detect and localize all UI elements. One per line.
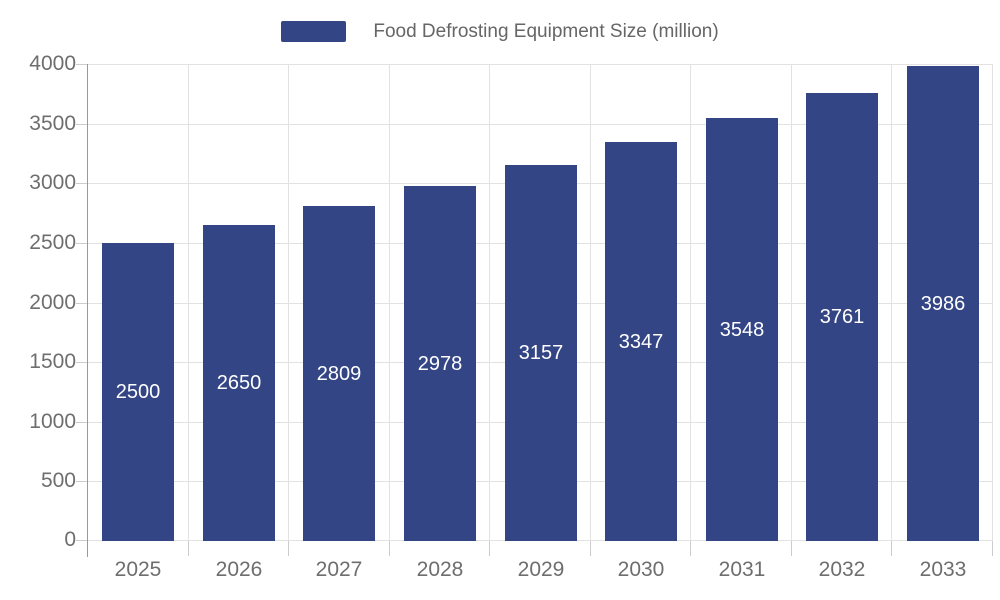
plot-area: 2500 2650 2809 2978 3157 3347 3548 3761 3986 bbox=[88, 64, 993, 541]
v-gridline bbox=[288, 64, 289, 541]
bar-2026: 2650 bbox=[203, 225, 275, 541]
bar-value-label: 3986 bbox=[920, 292, 966, 315]
bar-value-label: 2978 bbox=[417, 352, 463, 375]
x-axis-label: 2025 bbox=[114, 558, 162, 581]
x-axis-label: 2033 bbox=[919, 558, 967, 581]
bar-2027: 2809 bbox=[303, 206, 375, 541]
bar-value-label: 2809 bbox=[316, 362, 362, 385]
bar-value-label: 3347 bbox=[618, 330, 664, 353]
x-tick-mark bbox=[992, 541, 993, 556]
y-tick-mark bbox=[76, 303, 88, 304]
x-tick-mark bbox=[288, 541, 289, 556]
v-gridline bbox=[690, 64, 691, 541]
y-tick-label: 3000 bbox=[29, 171, 76, 194]
y-tick-label: 4000 bbox=[29, 52, 76, 75]
y-tick-mark bbox=[76, 183, 88, 184]
v-gridline bbox=[891, 64, 892, 541]
v-gridline bbox=[389, 64, 390, 541]
bar-2033: 3986 bbox=[907, 66, 979, 541]
legend: Food Defrosting Equipment Size (million) bbox=[0, 18, 1000, 44]
bar-2031: 3548 bbox=[706, 118, 778, 541]
bar-2030: 3347 bbox=[605, 142, 677, 541]
v-gridline bbox=[791, 64, 792, 541]
v-gridline bbox=[188, 64, 189, 541]
bar-2032: 3761 bbox=[806, 93, 878, 541]
v-gridline bbox=[992, 64, 993, 541]
y-tick-label: 500 bbox=[40, 469, 76, 492]
bar-2029: 3157 bbox=[505, 165, 577, 541]
x-axis-label: 2032 bbox=[818, 558, 866, 581]
x-axis-label: 2028 bbox=[416, 558, 464, 581]
y-tick-label: 3500 bbox=[29, 112, 76, 135]
x-tick-mark bbox=[791, 541, 792, 556]
bar-2028: 2978 bbox=[404, 186, 476, 541]
y-axis-line bbox=[87, 64, 88, 557]
y-tick-label: 2500 bbox=[29, 231, 76, 254]
bar-value-label: 3761 bbox=[819, 306, 865, 328]
x-axis-label: 2031 bbox=[718, 558, 766, 581]
bar-value-label: 2650 bbox=[216, 372, 262, 394]
bar-value-label: 3548 bbox=[719, 318, 765, 341]
legend-swatch bbox=[281, 20, 347, 42]
h-gridline bbox=[88, 124, 993, 125]
x-axis-label: 2030 bbox=[617, 558, 665, 581]
x-tick-mark bbox=[188, 541, 189, 556]
x-tick-mark bbox=[891, 541, 892, 556]
x-axis-label: 2027 bbox=[315, 558, 363, 581]
y-tick-label: 2000 bbox=[29, 291, 76, 314]
h-gridline bbox=[88, 64, 993, 65]
x-tick-mark bbox=[389, 541, 390, 556]
x-axis-label: 2026 bbox=[215, 558, 263, 581]
y-tick-mark bbox=[76, 124, 88, 125]
y-tick-mark bbox=[76, 362, 88, 363]
y-tick-label: 1000 bbox=[29, 410, 76, 433]
y-tick-label: 1500 bbox=[29, 350, 76, 373]
y-tick-mark bbox=[76, 243, 88, 244]
bar-2025: 2500 bbox=[102, 243, 174, 541]
x-tick-mark bbox=[690, 541, 691, 556]
y-tick-mark bbox=[76, 64, 88, 65]
v-gridline bbox=[489, 64, 490, 541]
y-tick-mark bbox=[76, 540, 88, 541]
y-tick-label: 0 bbox=[64, 528, 76, 551]
x-axis-label: 2029 bbox=[517, 558, 565, 581]
bar-value-label: 2500 bbox=[115, 381, 161, 403]
v-gridline bbox=[590, 64, 591, 541]
legend-label: Food Defrosting Equipment Size (million) bbox=[373, 20, 719, 42]
y-tick-mark bbox=[76, 481, 88, 482]
x-tick-mark bbox=[590, 541, 591, 556]
bar-value-label: 3157 bbox=[518, 342, 564, 364]
y-tick-mark bbox=[76, 422, 88, 423]
x-tick-mark bbox=[489, 541, 490, 556]
